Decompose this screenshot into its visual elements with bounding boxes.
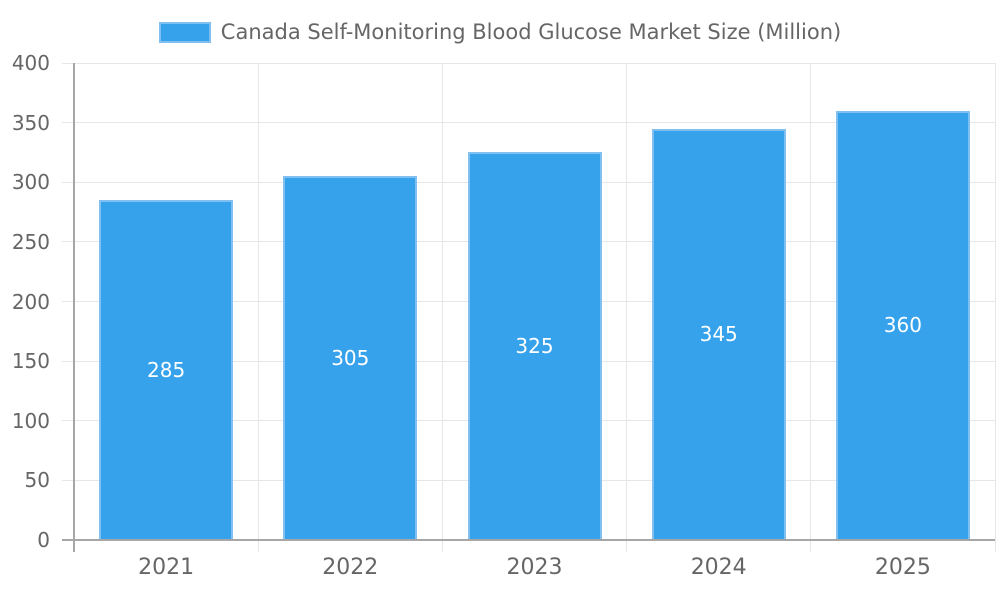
chart-legend-item[interactable]: Canada Self-Monitoring Blood Glucose Mar… xyxy=(0,22,1000,43)
bar-value-label: 360 xyxy=(883,313,922,338)
x-axis-tick-label: 2025 xyxy=(874,555,931,580)
y-axis-tick-label: 350 xyxy=(11,110,50,135)
bar-value-label: 285 xyxy=(147,358,186,383)
x-gridline xyxy=(994,63,996,552)
y-axis-tick-label: 0 xyxy=(37,528,50,552)
x-axis-tick-label: 2023 xyxy=(506,555,563,580)
x-gridline xyxy=(810,63,812,552)
chart-title: Canada Self-Monitoring Blood Glucose Mar… xyxy=(220,20,842,44)
y-axis-tick-label: 250 xyxy=(11,229,50,254)
bar-2022[interactable] xyxy=(283,176,418,540)
y-axis-tick-label: 300 xyxy=(11,170,50,195)
bar-2025[interactable] xyxy=(835,110,970,540)
y-gridline xyxy=(62,122,995,124)
y-axis-tick-label: 200 xyxy=(11,289,50,314)
x-gridline xyxy=(626,63,628,552)
bar-2024[interactable] xyxy=(651,128,786,540)
x-axis-tick-label: 2021 xyxy=(138,555,195,580)
y-gridline xyxy=(62,62,995,64)
bar-value-label: 305 xyxy=(331,346,370,371)
y-axis-line xyxy=(73,63,75,552)
bar-2023[interactable] xyxy=(467,152,602,540)
bar-value-label: 325 xyxy=(515,334,554,359)
x-axis-line xyxy=(62,539,995,541)
bar-2021[interactable] xyxy=(99,200,234,540)
bar-value-label: 345 xyxy=(699,322,738,347)
plot-area: 0 50 100 150 200 250 300 350 400 285 2021 305 2022 32… xyxy=(12,51,996,580)
x-axis-tick-label: 2024 xyxy=(690,555,747,580)
y-axis-tick-label: 150 xyxy=(11,349,50,374)
x-gridline xyxy=(441,63,443,552)
y-axis-tick-label: 100 xyxy=(11,408,50,433)
y-axis-tick-label: 400 xyxy=(11,51,50,75)
y-axis-tick-label: 50 xyxy=(24,468,50,493)
x-axis-tick-label: 2022 xyxy=(322,555,379,580)
legend-swatch xyxy=(158,22,211,43)
x-gridline xyxy=(257,63,259,552)
